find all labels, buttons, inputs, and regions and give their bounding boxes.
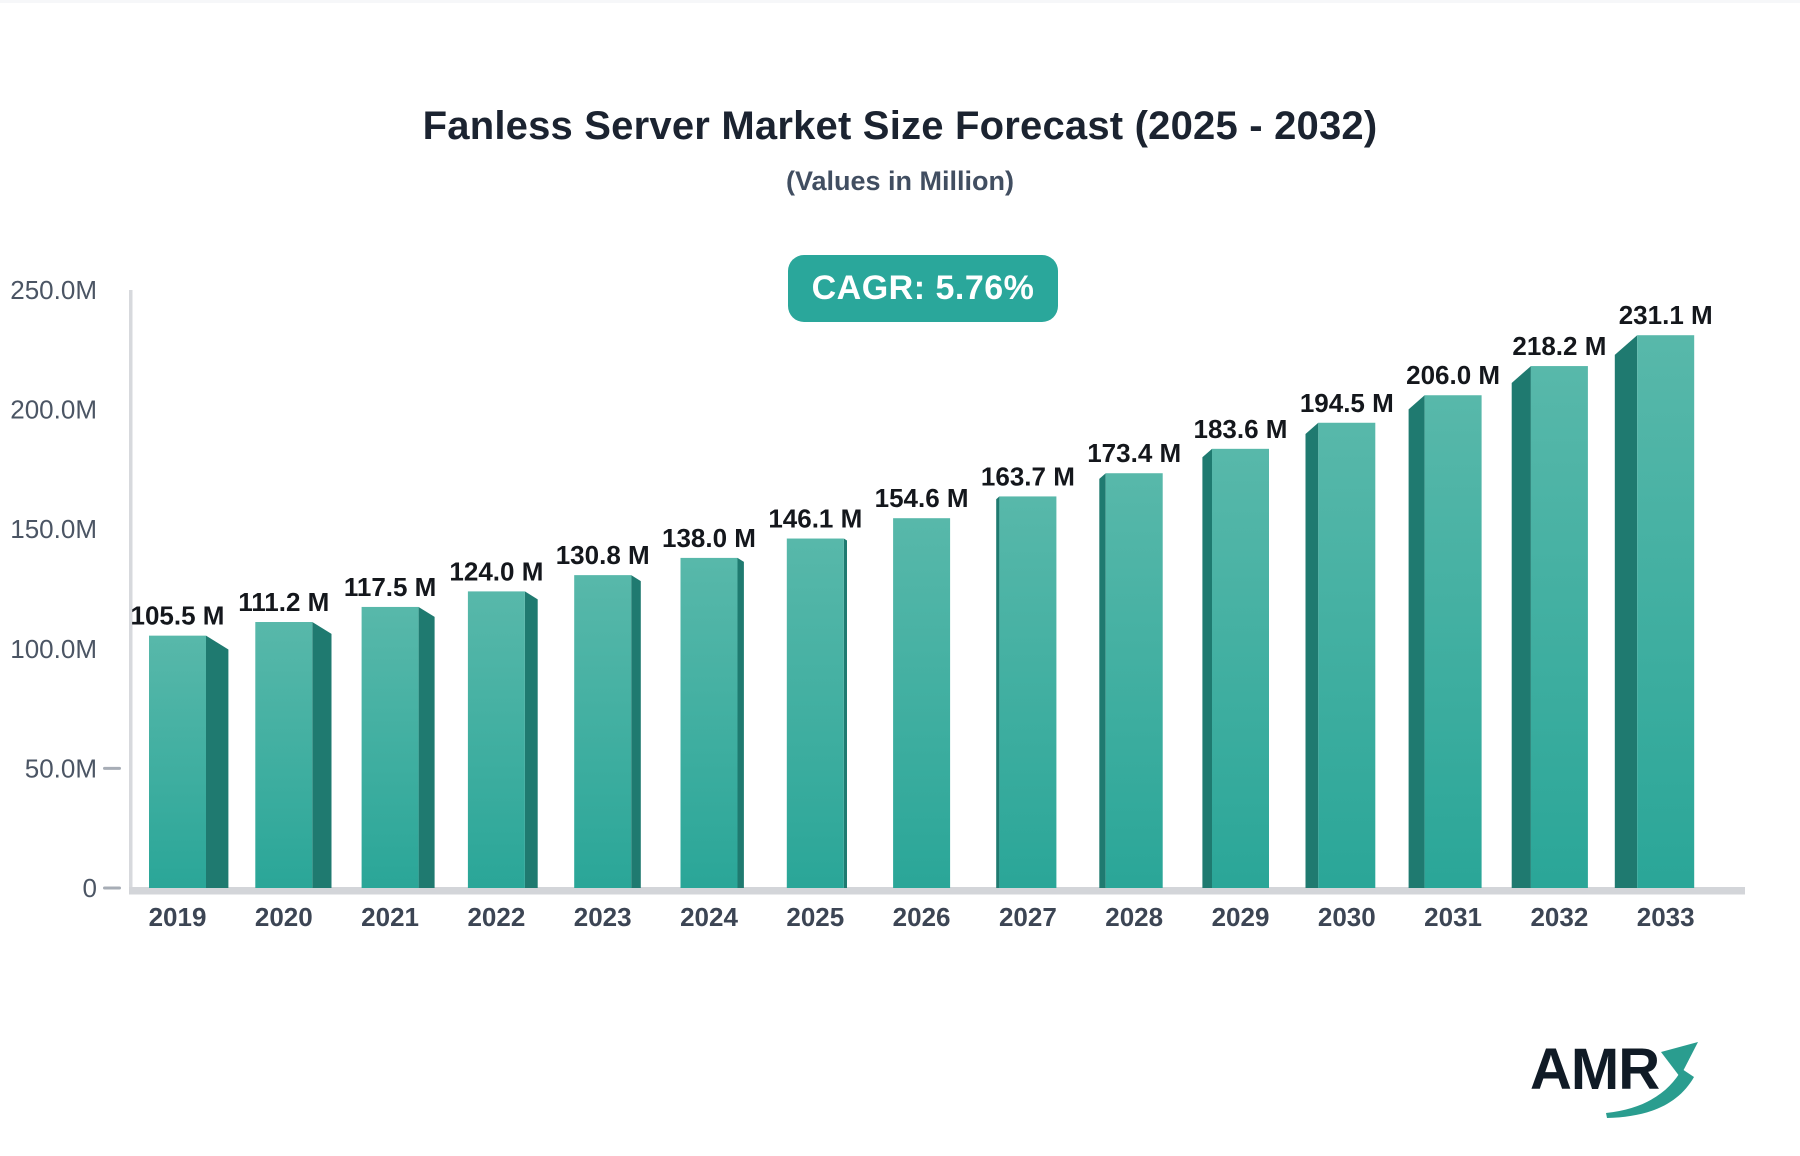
bar-front bbox=[680, 557, 738, 888]
bar-value-label: 183.6 M bbox=[1194, 414, 1288, 444]
y-tick-label: 50.0M bbox=[25, 753, 97, 783]
bar-front bbox=[1318, 422, 1376, 888]
bar-side bbox=[524, 591, 538, 888]
bar-front bbox=[467, 591, 525, 888]
x-tick-label: 2032 bbox=[1530, 902, 1588, 932]
bar-front bbox=[786, 538, 844, 888]
bar-side bbox=[737, 557, 744, 888]
bar-group-2033: 231.1 M 2033 bbox=[1614, 300, 1713, 932]
x-tick-label: 2019 bbox=[149, 902, 207, 932]
bar-group-2028: 173.4 M 2028 bbox=[1087, 438, 1181, 932]
bar-group-2030: 194.5 M 2030 bbox=[1300, 388, 1394, 932]
x-tick-label: 2025 bbox=[786, 902, 844, 932]
x-tick-label: 2026 bbox=[893, 902, 951, 932]
bar-value-label: 130.8 M bbox=[556, 540, 650, 570]
x-tick-label: 2020 bbox=[255, 902, 313, 932]
growth-arrow-icon bbox=[1606, 1042, 1698, 1118]
bar-value-label: 206.0 M bbox=[1406, 360, 1500, 390]
bar-value-label: 173.4 M bbox=[1087, 438, 1181, 468]
amr-logo-text: AMR bbox=[1530, 1037, 1659, 1102]
y-axis-line bbox=[129, 290, 133, 888]
bar-group-2031: 206.0 M 2031 bbox=[1406, 360, 1500, 932]
y-tick-label: 100.0M bbox=[10, 634, 97, 664]
x-tick-label: 2031 bbox=[1424, 902, 1482, 932]
bar-value-label: 218.2 M bbox=[1512, 331, 1606, 361]
bar-group-2032: 218.2 M 2032 bbox=[1511, 331, 1606, 932]
bar-side bbox=[312, 622, 332, 888]
y-tick-label: 150.0M bbox=[10, 514, 97, 544]
amr-logo: AMR bbox=[1530, 1037, 1698, 1118]
bar-group-2021: 117.5 M 2021 bbox=[344, 572, 437, 932]
bar-front bbox=[999, 496, 1057, 888]
bar-front bbox=[1530, 366, 1588, 888]
bar-group-2020: 111.2 M 2020 bbox=[238, 587, 332, 932]
bar-group-2023: 130.8 M 2023 bbox=[556, 540, 650, 932]
bar-front bbox=[574, 575, 632, 888]
x-tick-label: 2033 bbox=[1637, 902, 1695, 932]
bar-value-label: 111.2 M bbox=[238, 587, 329, 617]
bar-front bbox=[1637, 335, 1695, 888]
bar-side bbox=[1614, 335, 1638, 888]
bar-side bbox=[1305, 422, 1319, 888]
cagr-badge: CAGR: 5.76% bbox=[788, 255, 1058, 322]
bar-front bbox=[893, 518, 951, 888]
bar-front bbox=[1105, 473, 1163, 888]
bar-side bbox=[206, 635, 229, 888]
bar-side bbox=[1099, 473, 1106, 888]
bar-side bbox=[1408, 395, 1425, 888]
y-tick-label: 0 bbox=[83, 873, 97, 903]
bar-group-2026: 154.6 M 2026 bbox=[875, 483, 969, 932]
bar-group-2025: 146.1 M 2025 bbox=[768, 504, 862, 932]
bar-front bbox=[1424, 395, 1482, 888]
y-tick-label: 200.0M bbox=[10, 395, 97, 425]
bar-front bbox=[149, 635, 206, 888]
top-border bbox=[0, 0, 1800, 3]
bar-side bbox=[1511, 366, 1531, 888]
bar-group-2019: 105.5 M 2019 bbox=[131, 601, 229, 932]
y-tick-dash bbox=[103, 886, 121, 890]
x-tick-label: 2024 bbox=[680, 902, 738, 932]
bar-side bbox=[418, 606, 435, 888]
x-tick-label: 2022 bbox=[467, 902, 525, 932]
bar-side bbox=[631, 575, 641, 888]
bar-side bbox=[843, 538, 847, 888]
x-tick-label: 2028 bbox=[1105, 902, 1163, 932]
bar-value-label: 194.5 M bbox=[1300, 388, 1394, 418]
x-tick-label: 2021 bbox=[361, 902, 419, 932]
bar-side bbox=[1202, 448, 1212, 888]
x-tick-label: 2027 bbox=[999, 902, 1057, 932]
y-tick-dash bbox=[103, 766, 121, 770]
bar-front bbox=[361, 606, 419, 888]
x-tick-label: 2023 bbox=[574, 902, 632, 932]
bar-value-label: 124.0 M bbox=[449, 556, 543, 586]
bar-value-label: 117.5 M bbox=[344, 572, 437, 602]
chart-subtitle: (Values in Million) bbox=[785, 166, 1015, 196]
y-tick-label: 250.0M bbox=[10, 275, 97, 305]
bar-front bbox=[255, 622, 313, 888]
bar-value-label: 146.1 M bbox=[768, 504, 862, 534]
bar-group-2027: 163.7 M 2027 bbox=[981, 461, 1075, 932]
bar-group-2022: 124.0 M 2022 bbox=[449, 556, 543, 932]
bar-group-2024: 138.0 M 2024 bbox=[662, 523, 756, 932]
bar-value-label: 154.6 M bbox=[875, 483, 969, 513]
bar-value-label: 138.0 M bbox=[662, 523, 756, 553]
bar-value-label: 231.1 M bbox=[1619, 300, 1713, 330]
bar-side bbox=[996, 496, 1000, 888]
bar-value-label: 105.5 M bbox=[131, 601, 225, 631]
bar-group-2029: 183.6 M 2029 bbox=[1194, 414, 1288, 932]
bar-value-label: 163.7 M bbox=[981, 461, 1075, 491]
x-tick-label: 2029 bbox=[1212, 902, 1270, 932]
chart-floor bbox=[129, 887, 1745, 895]
x-tick-label: 2030 bbox=[1318, 902, 1376, 932]
chart-title: Fanless Server Market Size Forecast (202… bbox=[422, 104, 1378, 148]
bar-front bbox=[1212, 448, 1269, 888]
